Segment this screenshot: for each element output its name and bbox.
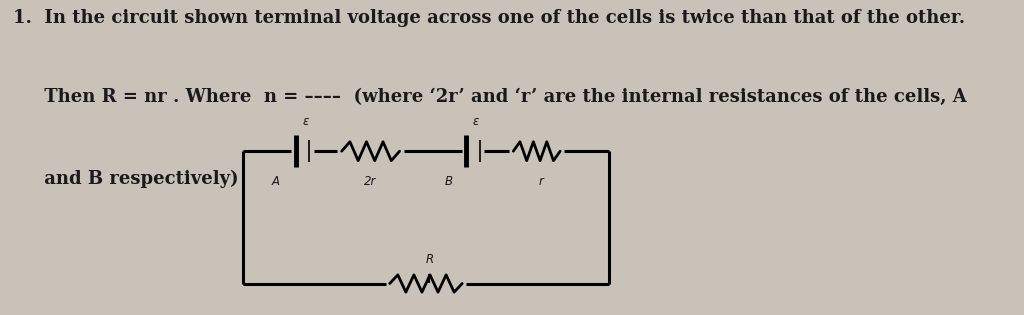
Text: and B respectively): and B respectively) [12, 170, 239, 188]
Text: A: A [271, 175, 280, 188]
Text: 1.  In the circuit shown terminal voltage across one of the cells is twice than : 1. In the circuit shown terminal voltage… [12, 9, 965, 27]
Text: R: R [426, 253, 434, 266]
Text: $\varepsilon$: $\varepsilon$ [302, 115, 310, 128]
Text: r: r [539, 175, 544, 188]
Text: Then R = nr . Where  n = ––––  (where ‘2r’ and ‘r’ are the internal resistances : Then R = nr . Where n = –––– (where ‘2r’… [12, 88, 967, 106]
Text: $\varepsilon$: $\varepsilon$ [472, 115, 480, 128]
Text: B: B [445, 175, 453, 188]
Text: 2r: 2r [365, 175, 377, 188]
